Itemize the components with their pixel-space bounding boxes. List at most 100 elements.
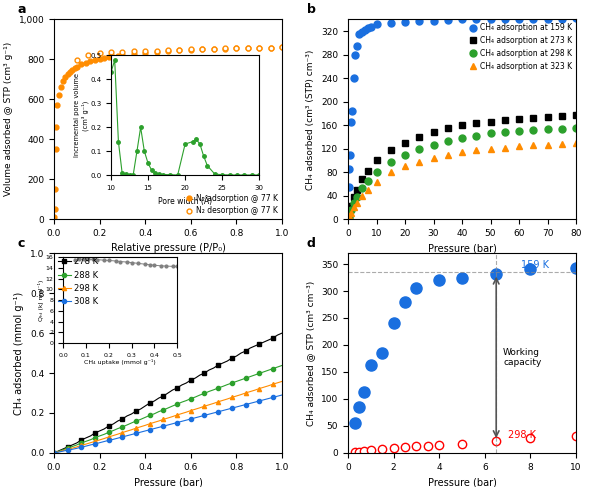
308 K (215, 409, 222, 415)
CH₄ adsorption at 273 K (487, 119, 494, 125)
CH₄ adsorption at 323 K (458, 149, 466, 154)
Y-axis label: CH₄ adsorbed @ STP (cm³ cm⁻³): CH₄ adsorbed @ STP (cm³ cm⁻³) (307, 281, 316, 426)
N₂ adsorption @ 77 K (114, 53, 121, 59)
CH₄ adsorption at 159 K (353, 43, 360, 49)
N₂ adsorption @ 77 K (53, 124, 60, 130)
308 K (124, 433, 131, 439)
N₂ desorption @ 77 K (210, 46, 217, 52)
CH₄ adsorption at 159 K (356, 31, 363, 37)
N₂ adsorption @ 77 K (62, 75, 69, 80)
Y-axis label: Volume adsorbed @ STP (cm³ g⁻¹): Volume adsorbed @ STP (cm³ g⁻¹) (4, 42, 13, 196)
N₂ adsorption @ 77 K (119, 53, 126, 58)
N₂ adsorption @ 77 K (199, 47, 206, 53)
CH₄ adsorption at 323 K (515, 143, 523, 149)
298 K (50, 450, 58, 456)
278 K (278, 330, 286, 336)
N₂ desorption @ 77 K (142, 48, 149, 54)
Line: N₂ adsorption @ 77 K: N₂ adsorption @ 77 K (52, 45, 284, 219)
288 K (215, 385, 222, 391)
298 K (278, 378, 286, 384)
CH₄ adsorption at 323 K (387, 169, 394, 175)
CH₄ adsorption at 298 K (364, 178, 371, 184)
N₂ adsorption @ 77 K (78, 61, 85, 67)
308 K (119, 434, 126, 440)
278 K (215, 362, 222, 368)
Legend: CH₄ adsorption at 159 K, CH₄ adsorption at 273 K, CH₄ adsorption at 298 K, CH₄ a: CH₄ adsorption at 159 K, CH₄ adsorption … (469, 23, 572, 71)
CH₄ adsorption at 298 K (515, 128, 523, 134)
N₂ adsorption @ 77 K (52, 146, 59, 152)
CH₄ adsorption at 298 K (430, 142, 437, 148)
N₂ adsorption @ 77 K (176, 48, 183, 54)
CH₄ adsorption at 159 K (352, 52, 359, 57)
278 K (50, 450, 58, 456)
N₂ adsorption @ 77 K (59, 78, 67, 84)
Line: CH₄ adsorption at 323 K: CH₄ adsorption at 323 K (345, 140, 580, 222)
CH₄ adsorption at 159 K (544, 16, 551, 22)
CH₄ adsorption at 273 K (501, 117, 508, 123)
CH₄ adsorption at 159 K (572, 16, 580, 21)
CH₄ adsorption at 323 K (364, 187, 371, 193)
CH₄ adsorption at 323 K (572, 140, 580, 146)
CH₄ adsorption at 273 K (416, 134, 423, 140)
Line: 278 K: 278 K (52, 331, 284, 455)
CH₄ adsorption at 298 K (473, 133, 480, 139)
CH₄ adsorption at 273 K (364, 168, 371, 174)
CH₄ adsorption at 298 K (353, 194, 360, 200)
N₂ adsorption @ 77 K (267, 45, 274, 51)
N₂ desorption @ 77 K (221, 45, 229, 51)
CH₄ adsorption at 273 K (353, 187, 360, 193)
CH₄ adsorption at 273 K (345, 213, 352, 219)
CH₄ adsorption at 159 K (361, 27, 368, 33)
N₂ desorption @ 77 K (199, 46, 206, 52)
CH₄ adsorption at 273 K (558, 113, 565, 119)
CH₄ adsorption at 323 K (544, 142, 551, 148)
N₂ adsorption @ 77 K (52, 186, 59, 192)
N₂ adsorption @ 77 K (57, 84, 64, 90)
CH₄ adsorption at 298 K (572, 125, 580, 131)
288 K (278, 362, 286, 368)
N₂ desorption @ 77 K (153, 48, 160, 54)
Text: 159 K: 159 K (521, 260, 549, 270)
CH₄ adsorption at 298 K (347, 207, 355, 213)
X-axis label: Pressure (bar): Pressure (bar) (428, 244, 496, 253)
CH₄ adsorption at 159 K (349, 108, 356, 113)
CH₄ adsorption at 298 K (373, 169, 380, 175)
CH₄ adsorption at 159 K (430, 18, 437, 23)
CH₄ adsorption at 323 K (473, 147, 480, 153)
N₂ adsorption @ 77 K (187, 47, 194, 53)
298 K (201, 403, 208, 409)
298 K (274, 380, 281, 386)
CH₄ adsorption at 298 K (416, 146, 423, 151)
CH₄ adsorption at 323 K (430, 155, 437, 161)
CH₄ adsorption at 323 K (350, 205, 358, 210)
CH₄ adsorption at 273 K (430, 130, 437, 135)
CH₄ adsorption at 298 K (345, 214, 352, 220)
N₂ desorption @ 77 K (119, 49, 126, 55)
CH₄ adsorption at 323 K (444, 151, 451, 157)
N₂ adsorption @ 77 K (244, 45, 251, 51)
CH₄ adsorption at 273 K (515, 116, 523, 122)
N₂ adsorption @ 77 K (71, 65, 78, 71)
N₂ adsorption @ 77 K (54, 102, 61, 108)
Line: N₂ desorption @ 77 K: N₂ desorption @ 77 K (74, 45, 284, 63)
N₂ desorption @ 77 K (176, 47, 183, 53)
N₂ adsorption @ 77 K (50, 214, 58, 220)
N₂ adsorption @ 77 K (101, 56, 108, 61)
288 K (124, 422, 131, 428)
CH₄ adsorption at 323 K (530, 142, 537, 148)
CH₄ adsorption at 323 K (353, 200, 360, 206)
N₂ desorption @ 77 K (278, 44, 286, 50)
CH₄ adsorption at 159 K (347, 119, 355, 125)
CH₄ adsorption at 159 K (346, 151, 353, 157)
N₂ adsorption @ 77 K (142, 50, 149, 56)
288 K (201, 391, 208, 396)
Text: c: c (17, 237, 25, 250)
N₂ adsorption @ 77 K (164, 48, 172, 54)
CH₄ adsorption at 159 K (416, 19, 423, 24)
278 K (274, 332, 281, 338)
CH₄ adsorption at 159 K (346, 166, 353, 172)
CH₄ adsorption at 159 K (530, 16, 537, 22)
308 K (201, 412, 208, 418)
CH₄ adsorption at 159 K (345, 184, 352, 190)
X-axis label: Pressure (bar): Pressure (bar) (134, 477, 202, 487)
